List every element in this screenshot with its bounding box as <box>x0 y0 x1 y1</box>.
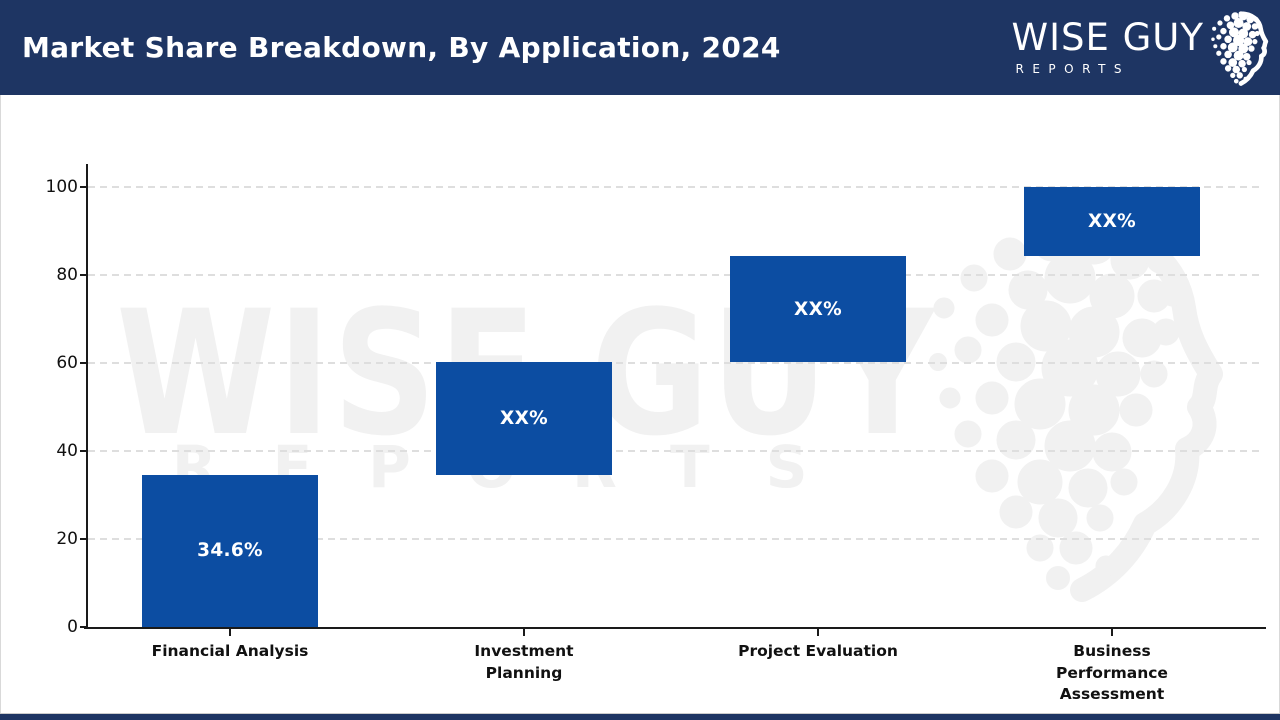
y-axis-tick <box>80 362 88 364</box>
x-axis-tick <box>523 629 525 636</box>
bar: 34.6% <box>142 474 318 627</box>
bar-value-label: 34.6% <box>197 540 263 562</box>
logo-wordmark: WISE GUY <box>1011 16 1204 59</box>
x-axis-tick <box>1111 629 1113 636</box>
bar-value-label: XX% <box>1088 211 1136 233</box>
header: Market Share Breakdown, By Application, … <box>0 0 1280 95</box>
y-axis-tick-label: 40 <box>56 441 78 461</box>
x-category-label: Project Evaluation <box>738 642 898 660</box>
y-axis-tick-label: 0 <box>67 617 78 637</box>
y-axis-tick-label: 20 <box>56 529 78 549</box>
x-category-label: Business Performance Assessment <box>1056 642 1168 704</box>
y-axis-tick <box>80 274 88 276</box>
x-axis-line <box>84 627 1266 629</box>
bar-value-label: XX% <box>794 298 842 320</box>
y-axis-tick-label: 80 <box>56 265 78 285</box>
y-axis-tick-label: 100 <box>45 177 78 197</box>
bar: XX% <box>730 256 906 363</box>
bar: XX% <box>1024 187 1200 257</box>
y-axis-line <box>86 164 88 629</box>
logo-subtitle: REPORTS <box>1015 62 1131 76</box>
x-category-label: Financial Analysis <box>151 642 309 660</box>
x-axis-tick <box>817 629 819 636</box>
x-category-label: Investment Planning <box>474 642 574 682</box>
gridline <box>88 362 1264 364</box>
footer-bar <box>0 713 1280 720</box>
bar: XX% <box>436 362 612 475</box>
brand-logo: WISE GUY REPORTS <box>1012 9 1280 87</box>
y-axis-tick <box>80 186 88 188</box>
page-title: Market Share Breakdown, By Application, … <box>22 31 781 64</box>
x-axis-tick <box>229 629 231 636</box>
gridline <box>88 538 1264 540</box>
gridline <box>88 274 1264 276</box>
gridline <box>88 186 1264 188</box>
gridline <box>88 450 1264 452</box>
y-axis-tick <box>80 450 88 452</box>
bar-value-label: XX% <box>500 407 548 429</box>
y-axis-tick <box>80 538 88 540</box>
y-axis-tick-label: 60 <box>56 353 78 373</box>
